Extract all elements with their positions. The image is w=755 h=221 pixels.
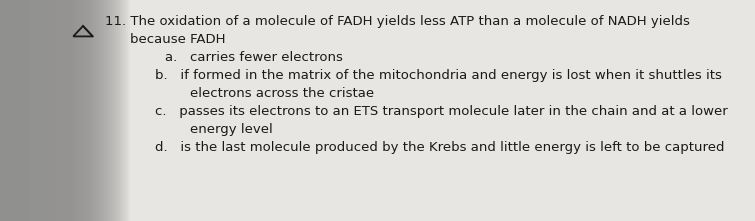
Bar bbox=[0, 0, 100, 221]
Bar bbox=[0, 0, 86, 221]
Bar bbox=[0, 0, 92, 221]
Bar bbox=[0, 0, 126, 221]
Bar bbox=[0, 0, 102, 221]
Text: electrons across the cristae: electrons across the cristae bbox=[190, 87, 374, 100]
Text: 11. The oxidation of a molecule of FADH yields less ATP than a molecule of NADH : 11. The oxidation of a molecule of FADH … bbox=[105, 15, 690, 28]
Bar bbox=[0, 0, 122, 221]
Bar bbox=[0, 0, 88, 221]
Bar bbox=[0, 0, 72, 221]
Bar bbox=[0, 0, 106, 221]
Text: energy level: energy level bbox=[190, 123, 273, 136]
Bar bbox=[0, 0, 76, 221]
Bar bbox=[0, 0, 116, 221]
Text: d.   is the last molecule produced by the Krebs and little energy is left to be : d. is the last molecule produced by the … bbox=[155, 141, 725, 154]
Text: b.   if formed in the matrix of the mitochondria and energy is lost when it shut: b. if formed in the matrix of the mitoch… bbox=[155, 69, 722, 82]
Bar bbox=[0, 0, 78, 221]
Bar bbox=[0, 0, 124, 221]
Bar bbox=[0, 0, 108, 221]
Text: a.   carries fewer electrons: a. carries fewer electrons bbox=[165, 51, 343, 64]
Bar bbox=[0, 0, 118, 221]
Bar bbox=[0, 0, 112, 221]
Bar bbox=[0, 0, 30, 221]
Bar bbox=[0, 0, 90, 221]
Bar bbox=[0, 0, 110, 221]
Bar bbox=[0, 0, 55, 221]
Bar bbox=[0, 0, 130, 221]
Bar bbox=[0, 0, 98, 221]
Bar bbox=[0, 0, 84, 221]
Bar bbox=[0, 0, 104, 221]
Bar bbox=[0, 0, 96, 221]
Bar bbox=[0, 0, 128, 221]
Text: c.   passes its electrons to an ETS transport molecule later in the chain and at: c. passes its electrons to an ETS transp… bbox=[155, 105, 728, 118]
Bar bbox=[0, 0, 80, 221]
Bar bbox=[0, 0, 74, 221]
Bar bbox=[0, 0, 114, 221]
Bar bbox=[0, 0, 94, 221]
Bar bbox=[0, 0, 120, 221]
Text: because FADH: because FADH bbox=[130, 33, 226, 46]
Bar bbox=[0, 0, 82, 221]
